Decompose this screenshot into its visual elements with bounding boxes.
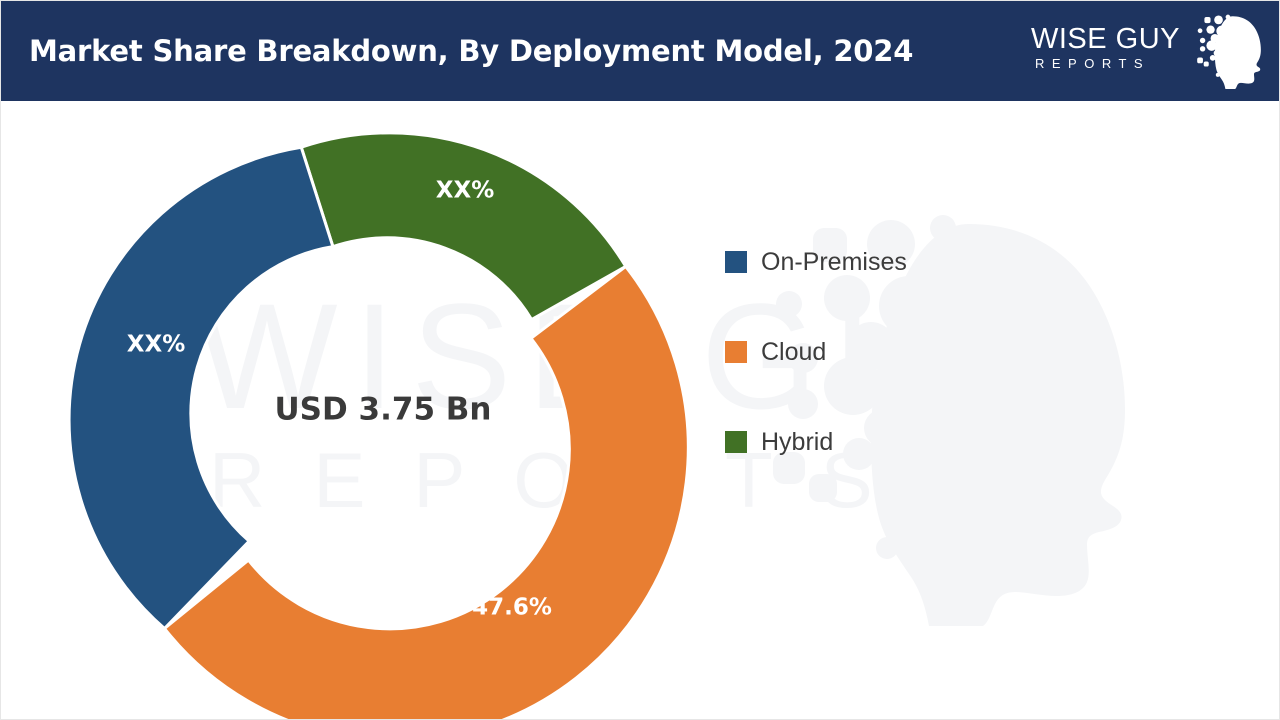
legend-item-cloud[interactable]: Cloud	[725, 338, 1025, 366]
legend-item-hybrid[interactable]: Hybrid	[725, 428, 1025, 456]
slice-label-cloud: 47.6%	[472, 595, 552, 621]
slice-label-on-premises: XX%	[127, 332, 186, 358]
chart-legend: On-Premises Cloud Hybrid	[725, 248, 1025, 521]
center-total-value: USD 3.75 Bn	[275, 392, 492, 428]
logo-dotted-head-profile-icon	[1197, 14, 1261, 89]
slice-label-hybrid: XX%	[436, 178, 495, 204]
logo-text-wise-guy: WISE GUY	[1031, 23, 1181, 55]
legend-label-on-premises: On-Premises	[761, 247, 907, 276]
logo-text-reports: REPORTS	[1035, 56, 1151, 71]
page-title: Market Share Breakdown, By Deployment Mo…	[29, 34, 914, 68]
legend-label-cloud: Cloud	[761, 337, 827, 366]
legend-item-on-premises[interactable]: On-Premises	[725, 248, 1025, 276]
donut-slice-on-premises[interactable]	[67, 145, 335, 631]
donut-chart-svg: XX% 47.6% XX% USD 3.75 Bn	[67, 131, 690, 720]
legend-swatch-on-premises	[725, 251, 747, 273]
donut-slice-cloud[interactable]	[162, 264, 690, 720]
legend-label-hybrid: Hybrid	[761, 427, 834, 456]
brand-logo[interactable]: WISE GUY REPORTS	[1025, 9, 1275, 93]
donut-slice-hybrid[interactable]	[299, 131, 628, 322]
donut-slices	[67, 131, 690, 720]
legend-swatch-hybrid	[725, 431, 747, 453]
legend-swatch-cloud	[725, 341, 747, 363]
donut-chart: XX% 47.6% XX% USD 3.75 Bn	[1, 101, 721, 720]
header-bar: Market Share Breakdown, By Deployment Mo…	[1, 1, 1279, 101]
